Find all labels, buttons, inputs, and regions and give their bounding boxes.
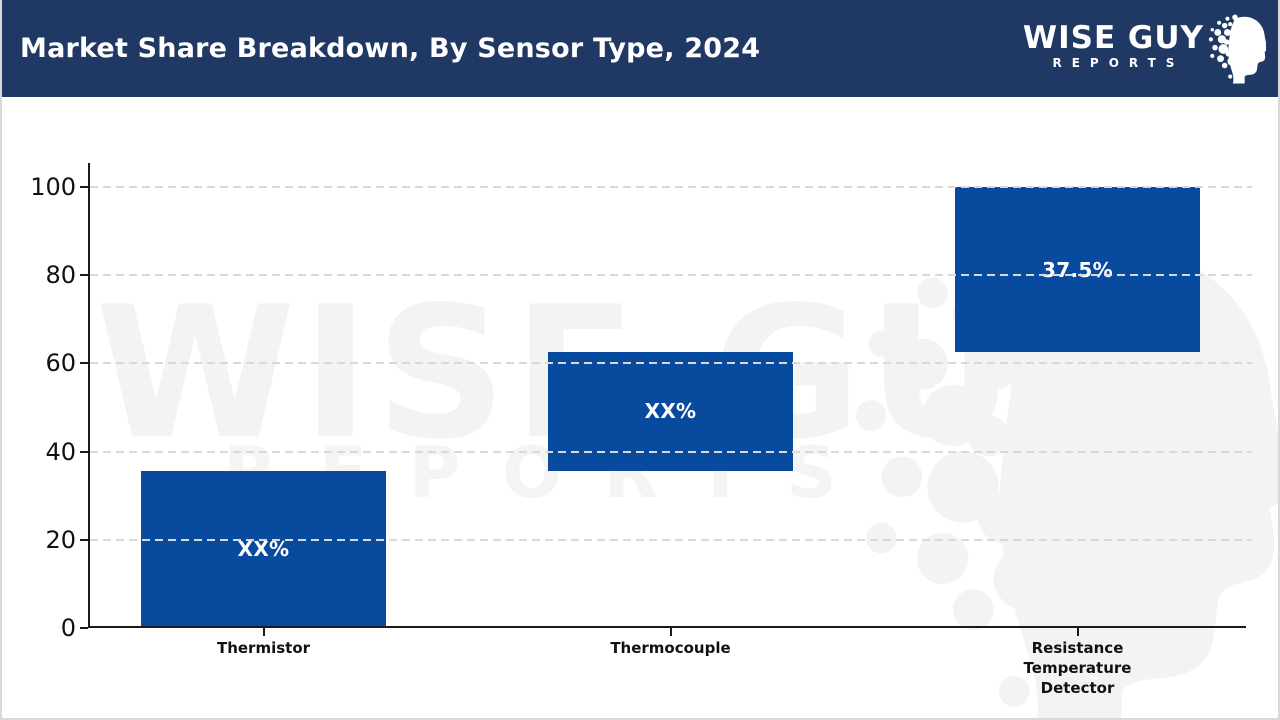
gridline [90,186,1252,188]
y-tick-label: 60 [45,349,76,378]
brand-logo-wiseguy: WISE GUY [1022,20,1204,56]
y-tick-label: 20 [45,525,76,554]
y-tick-label: 80 [45,261,76,290]
x-tick-mark [262,628,265,636]
gridline [90,274,1252,277]
brand-logo: WISE GUY REPORTS [1023,6,1266,92]
y-tick-label: 0 [60,614,76,642]
x-axis-line [88,626,1246,628]
x-tick-mark [669,628,672,636]
x-category-label: Resistance Temperature Detector [1023,639,1132,697]
gridline [90,362,1252,365]
bar-value-label: XX% [237,537,290,562]
y-tick-label: 40 [45,437,76,466]
bar-value-label: 37.5% [1042,257,1113,282]
brand-logo-reports: REPORTS [1052,56,1185,70]
header-bar: Market Share Breakdown, By Sensor Type, … [0,0,1280,97]
x-category-label: Thermistor [216,639,311,657]
y-tick-mark [80,538,88,541]
brand-logo-text: WISE GUY REPORTS [1023,22,1204,70]
bar-value-label: XX% [644,399,697,424]
bar-thermistor: XX% [141,470,386,628]
y-axis-line [88,163,90,628]
page-title: Market Share Breakdown, By Sensor Type, … [20,33,761,64]
bar-thermocouple: XX% [548,352,793,471]
gridline [90,538,1252,541]
y-tick-mark [80,186,88,188]
y-tick-label: 100 [30,173,76,201]
brand-face-icon [1208,14,1266,84]
y-tick-mark [80,450,88,453]
y-tick-mark [80,362,88,365]
bar-resistance-temperature-detector: 37.5% [955,187,1200,353]
y-tick-mark [80,274,88,277]
x-category-label: Thermocouple [610,639,731,657]
x-tick-mark [1076,628,1079,636]
gridline [90,450,1252,453]
y-tick-mark [80,627,88,629]
